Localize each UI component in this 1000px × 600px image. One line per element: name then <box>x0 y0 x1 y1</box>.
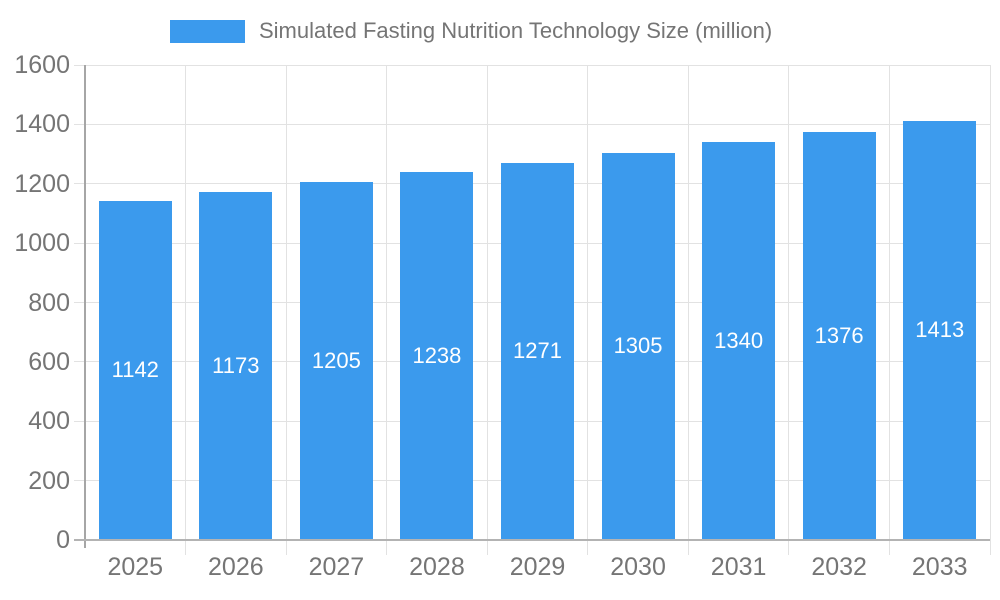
bar[interactable]: 1305 <box>601 152 675 540</box>
legend-label: Simulated Fasting Nutrition Technology S… <box>259 18 773 43</box>
y-tick-label: 800 <box>28 288 70 317</box>
x-tick-label: 2032 <box>811 553 867 581</box>
bar-value-label: 1142 <box>111 357 159 383</box>
bar[interactable]: 1238 <box>400 172 474 540</box>
y-tick <box>74 123 85 125</box>
bar-value-label: 1413 <box>915 317 965 343</box>
y-tick-label: 1200 <box>14 169 70 198</box>
y-gridline <box>85 64 990 66</box>
x-gridline <box>386 65 388 555</box>
y-tick <box>74 302 85 303</box>
x-tick-label: 2026 <box>208 553 264 581</box>
y-tick-label: 1400 <box>14 110 70 139</box>
bar[interactable]: 1205 <box>299 182 373 540</box>
x-tick-label: 2028 <box>409 553 465 581</box>
y-gridline <box>85 123 990 125</box>
y-tick-label: 400 <box>28 407 70 436</box>
x-tick-label: 2029 <box>509 553 566 581</box>
x-gridline <box>587 65 589 555</box>
bar-value-label: 1173 <box>212 352 260 378</box>
legend[interactable]: Simulated Fasting Nutrition Technology S… <box>170 18 772 44</box>
y-tick <box>74 361 85 363</box>
y-tick <box>74 242 85 244</box>
bar-value-label: 1271 <box>513 338 562 364</box>
bar[interactable]: 1376 <box>802 131 876 540</box>
y-tick-label: 1000 <box>14 229 70 258</box>
y-tick <box>74 183 85 185</box>
x-axis-line <box>74 539 990 541</box>
y-tick <box>74 480 85 482</box>
x-gridline <box>788 65 790 555</box>
y-axis-line <box>84 65 86 548</box>
bar-value-label: 1305 <box>613 333 663 359</box>
y-tick-label: 1600 <box>14 51 70 79</box>
y-tick-label: 200 <box>28 466 70 495</box>
x-gridline <box>285 65 287 555</box>
x-gridline <box>989 65 991 555</box>
x-tick-label: 2025 <box>107 553 164 581</box>
bar[interactable]: 1413 <box>903 120 977 540</box>
y-tick <box>74 420 85 422</box>
y-tick <box>74 64 85 66</box>
x-gridline <box>888 65 890 555</box>
y-tick-label: 0 <box>56 526 70 554</box>
bar-value-label: 1376 <box>814 322 864 348</box>
x-gridline <box>185 65 187 555</box>
x-tick-label: 2030 <box>610 553 666 581</box>
bar-value-label: 1238 <box>412 343 462 369</box>
x-gridline <box>687 65 689 555</box>
bar[interactable]: 1271 <box>501 162 574 540</box>
legend-swatch[interactable] <box>170 19 245 43</box>
y-tick-label: 600 <box>28 347 70 376</box>
x-tick-label: 2027 <box>308 553 365 581</box>
bar[interactable]: 1142 <box>98 200 172 540</box>
x-tick-label: 2031 <box>710 553 767 581</box>
bar-value-label: 1340 <box>714 328 764 354</box>
x-gridline <box>486 65 488 555</box>
bar[interactable]: 1173 <box>199 191 273 540</box>
x-tick-label: 2033 <box>911 553 968 581</box>
plot-area: 0 200 400 600 800 1000 1200 1400 1600 1142 2025 117… <box>14 52 991 580</box>
bar-value-label: 1205 <box>311 348 361 374</box>
bar[interactable]: 1340 <box>702 142 776 540</box>
